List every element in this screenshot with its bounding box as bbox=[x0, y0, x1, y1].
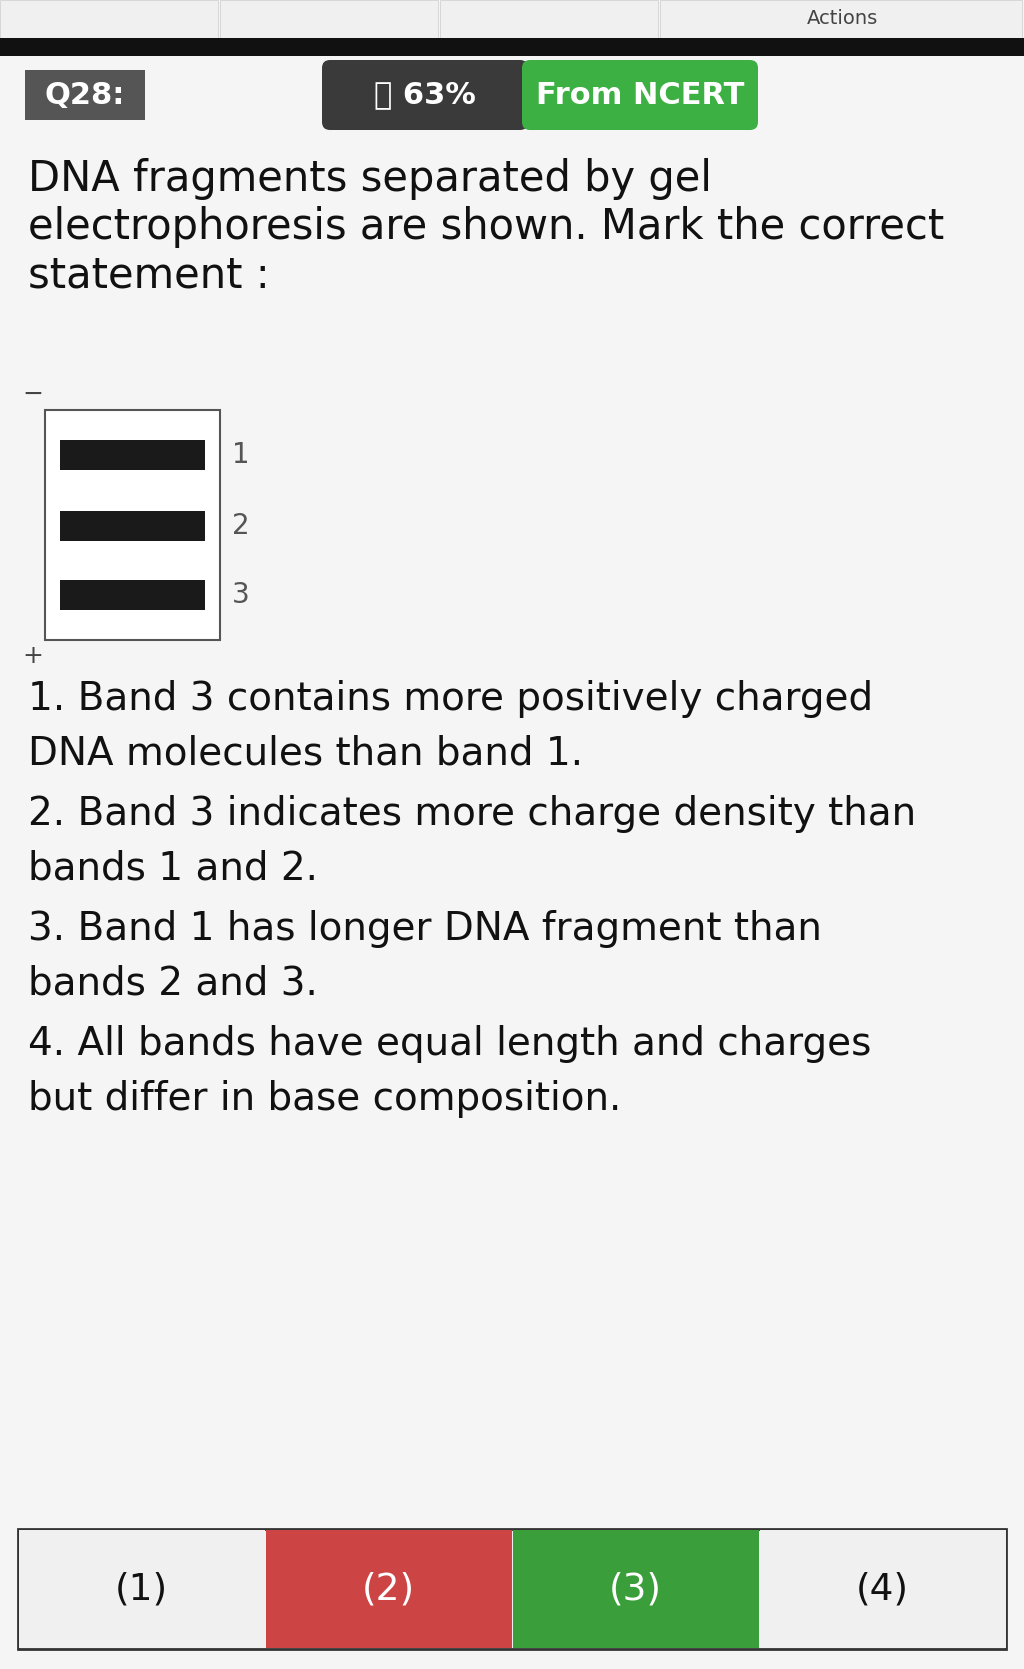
Bar bbox=[25, 70, 145, 120]
Bar bbox=[760, 1530, 1006, 1647]
Text: 1. Band 3 contains more positively charged
DNA molecules than band 1.: 1. Band 3 contains more positively charg… bbox=[28, 679, 873, 773]
Text: From NCERT: From NCERT bbox=[536, 80, 744, 110]
Bar bbox=[60, 581, 205, 611]
Bar bbox=[266, 1530, 512, 1647]
Text: +: + bbox=[23, 644, 43, 668]
Bar bbox=[660, 0, 1022, 38]
Bar bbox=[60, 511, 205, 541]
FancyBboxPatch shape bbox=[322, 60, 528, 130]
Bar bbox=[0, 0, 218, 38]
Text: 2. Band 3 indicates more charge density than
bands 1 and 2.: 2. Band 3 indicates more charge density … bbox=[28, 794, 916, 888]
FancyBboxPatch shape bbox=[522, 60, 758, 130]
Text: Actions: Actions bbox=[806, 10, 878, 28]
Text: −: − bbox=[23, 382, 43, 406]
Text: statement :: statement : bbox=[28, 254, 269, 295]
Text: 3. Band 1 has longer DNA fragment than
bands 2 and 3.: 3. Band 1 has longer DNA fragment than b… bbox=[28, 910, 822, 1003]
Text: (3): (3) bbox=[609, 1571, 662, 1607]
Bar bbox=[45, 411, 220, 639]
Text: 2: 2 bbox=[232, 512, 250, 541]
Text: 4. All bands have equal length and charges
but differ in base composition.: 4. All bands have equal length and charg… bbox=[28, 1025, 871, 1118]
Bar bbox=[60, 441, 205, 471]
Bar bbox=[19, 1530, 265, 1647]
Text: (4): (4) bbox=[856, 1571, 909, 1607]
Bar bbox=[513, 1530, 759, 1647]
Text: (2): (2) bbox=[361, 1571, 415, 1607]
Text: electrophoresis are shown. Mark the correct: electrophoresis are shown. Mark the corr… bbox=[28, 205, 944, 249]
Text: 1: 1 bbox=[232, 441, 250, 469]
Bar bbox=[0, 38, 1024, 57]
Text: Q28:: Q28: bbox=[45, 80, 125, 110]
Text: (1): (1) bbox=[115, 1571, 168, 1607]
Bar bbox=[440, 0, 658, 38]
Text: DNA fragments separated by gel: DNA fragments separated by gel bbox=[28, 159, 712, 200]
Text: 👍 63%: 👍 63% bbox=[374, 80, 476, 110]
Bar bbox=[220, 0, 438, 38]
Text: 3: 3 bbox=[232, 581, 250, 609]
Bar bbox=[18, 1529, 1006, 1649]
